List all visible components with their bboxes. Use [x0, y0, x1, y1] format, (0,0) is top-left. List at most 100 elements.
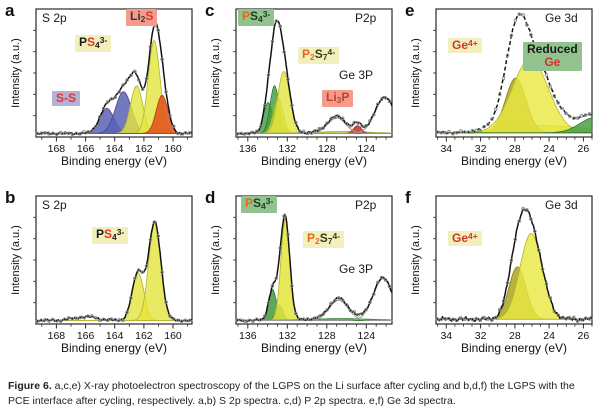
caption-label: Figure 6.: [8, 380, 52, 392]
x-tick-label-c: 132: [279, 143, 297, 155]
x-tick-label-d: 128: [318, 330, 336, 342]
x-tick-label-d: 136: [239, 330, 257, 342]
x-tick-label-b: 160: [164, 330, 182, 342]
label-ss: S-S: [52, 91, 81, 107]
label-ge3p: Ge 3P: [339, 262, 374, 276]
x-tick-label-a: 166: [77, 143, 95, 155]
annotation-text: P: [341, 90, 350, 104]
panel-grid: a Intensity (a.u.) 160 162 164 166 168 Binding …: [0, 0, 600, 374]
data-markers-a: [35, 23, 192, 137]
panel-letter-b: b: [5, 188, 16, 207]
panel-letter-e: e: [405, 1, 415, 20]
annotation-text: P: [302, 47, 311, 61]
annotation-text: S: [319, 231, 328, 245]
annotation-text: Ge 3P: [339, 68, 374, 82]
panel-d: d Intensity (a.u.) 124 128 132 136 Binding ene…: [200, 187, 400, 374]
spectrum-plot-a: 160 162 164 166 168: [33, 8, 193, 155]
label-s2p: S 2p: [42, 11, 67, 25]
x-tick-label-f: 34: [440, 330, 452, 342]
annotation-text: P: [245, 196, 254, 210]
x-tick-label-f: 32: [475, 330, 487, 342]
annotation-text: Ge 3d: [545, 198, 578, 212]
x-tick-label-f: 26: [578, 330, 590, 342]
x-axis-label-e: Binding energy (eV): [460, 154, 568, 168]
x-tick-label-a: 168: [48, 143, 66, 155]
figure-caption: Figure 6. a,c,e) X-ray photoelectron spe…: [0, 374, 600, 408]
x-tick-label-e: 26: [578, 143, 590, 155]
x-tick-label-b: 168: [48, 330, 66, 342]
label-s2p: S 2p: [42, 198, 67, 212]
x-tick-label-d: 132: [279, 330, 297, 342]
panel-e: e Intensity (a.u.) 26 24 28 32 34 Binding energ…: [400, 0, 600, 187]
x-axis-label-a: Binding energy (eV): [60, 154, 168, 168]
x-tick-label-b: 166: [77, 330, 95, 342]
annotation-text: S 2p: [42, 11, 67, 25]
x-tick-label-e: 24: [543, 143, 555, 155]
annotation-text: S: [250, 9, 259, 23]
annotation-text: S 2p: [42, 198, 67, 212]
label-reduced-ge: Reduced Ge: [523, 42, 582, 71]
fit-line-c-1: [236, 97, 393, 134]
label-ge4: Ge4+: [448, 231, 482, 247]
annotation-text: 4: [112, 232, 117, 242]
panel-b: b Intensity (a.u.) 160 162 164 166 168 Binding …: [0, 187, 200, 374]
label-ps43: PS43-: [75, 35, 112, 52]
label-ge3p: Ge 3P: [339, 68, 374, 82]
annotation-text: S-S: [56, 91, 77, 105]
panel-letter-a: a: [5, 1, 15, 20]
x-axis-label-f: Binding energy (eV): [460, 341, 568, 355]
annotation-text: Reduced: [527, 42, 578, 56]
data-markers-f: [435, 206, 592, 324]
envelope-line-e: [435, 12, 593, 135]
spectrum-plot-f: 26 24 28 32 34: [433, 195, 593, 342]
x-tick-label-a: 162: [135, 143, 153, 155]
annotation-text: 3-: [262, 9, 271, 19]
annotation-text: 7: [322, 52, 328, 62]
annotation-text: P: [79, 35, 88, 49]
label-ge3d: Ge 3d: [545, 198, 578, 212]
x-tick-label-b: 162: [135, 330, 153, 342]
peak-fill-e-3: [435, 117, 593, 134]
data-markers-e: [435, 12, 592, 136]
panel-letter-f: f: [405, 188, 411, 207]
annotation-text: Ge 3P: [339, 262, 374, 276]
panel-a: a Intensity (a.u.) 160 162 164 166 168 Binding …: [0, 0, 200, 187]
annotation-text: 3-: [265, 196, 274, 206]
label-li2s: Li2S: [126, 9, 158, 26]
x-tick-label-a: 164: [106, 143, 124, 155]
panel-c: c Intensity (a.u.) 124 128 132 136 Binding ene…: [200, 0, 400, 187]
label-ps43: PS43-: [241, 196, 278, 213]
annotation-text: 4: [258, 14, 263, 24]
x-axis-label-c: Binding energy (eV): [260, 154, 368, 168]
annotation-text: 4: [261, 201, 266, 211]
plot-border-d: [235, 195, 393, 325]
annotation-text: P: [242, 9, 251, 23]
x-tick-label-f: 28: [509, 330, 521, 342]
panel-f: f Intensity (a.u.) 26 24 28 32 34 Binding energ…: [400, 187, 600, 374]
annotation-text: 4: [95, 40, 100, 50]
data-markers-d: [235, 214, 392, 324]
annotation-text: P2p: [355, 198, 377, 212]
spectrum-plot-b: 160 162 164 166 168: [33, 195, 193, 342]
x-tick-label-c: 136: [239, 143, 257, 155]
annotation-text: 2: [140, 14, 146, 24]
x-tick-label-c: 128: [318, 143, 336, 155]
label-p2p: P2p: [355, 11, 376, 25]
annotation-text: S: [87, 35, 96, 49]
label-p2s74: P2S74-: [298, 47, 340, 64]
annotation-text: 3-: [99, 35, 108, 45]
x-tick-label-e: 32: [475, 143, 487, 155]
spectrum-plot-e: 26 24 28 32 34: [433, 8, 593, 155]
annotation-text: Li: [326, 90, 337, 104]
x-tick-label-e: 34: [440, 143, 452, 155]
annotation-text: P: [96, 227, 105, 241]
x-axis-label-b: Binding energy (eV): [60, 341, 168, 355]
x-tick-label-d: 124: [358, 330, 376, 342]
x-tick-label-b: 164: [106, 330, 124, 342]
data-markers-b: [35, 220, 192, 324]
x-tick-label-e: 28: [509, 143, 521, 155]
label-ps43: PS43-: [92, 227, 129, 244]
annotation-text: 4+: [468, 231, 478, 241]
annotation-text: Ge: [452, 231, 469, 245]
